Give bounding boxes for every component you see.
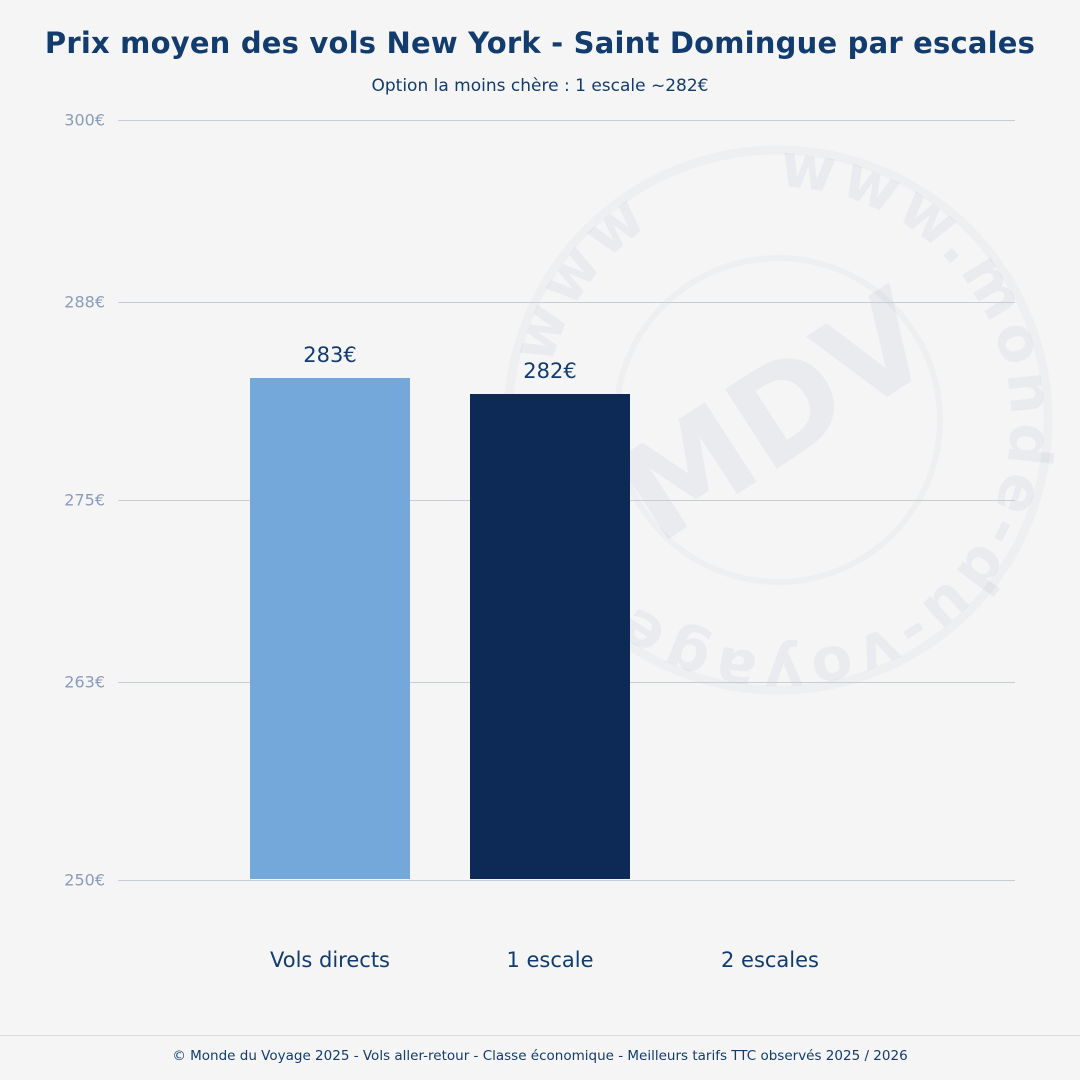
y-axis-tick-label: 250€ bbox=[64, 870, 105, 890]
bar-1-escale bbox=[470, 393, 630, 879]
gridline bbox=[118, 880, 1015, 881]
x-axis-category-label: Vols directs bbox=[269, 948, 390, 972]
bar-value-label: 283€ bbox=[303, 343, 357, 368]
footer-divider bbox=[0, 1035, 1080, 1036]
gridline bbox=[118, 120, 1015, 121]
chart-subtitle: Option la moins chère : 1 escale ~282€ bbox=[371, 76, 709, 96]
bar-value-label: 282€ bbox=[523, 358, 577, 383]
x-axis-category-label: 2 escales bbox=[720, 948, 819, 972]
chart-title: Prix moyen des vols New York - Saint Dom… bbox=[44, 26, 1036, 60]
x-axis-category-label: 1 escale bbox=[506, 948, 594, 972]
y-axis-tick-label: 288€ bbox=[64, 292, 105, 312]
bar-vols-directs bbox=[250, 378, 410, 879]
y-axis-tick-label: 300€ bbox=[64, 110, 105, 130]
gridline bbox=[118, 302, 1015, 304]
footer-credit: © Monde du Voyage 2025 - Vols aller-reto… bbox=[172, 1048, 908, 1064]
y-axis-tick-label: 263€ bbox=[64, 672, 105, 692]
y-axis-tick-label: 275€ bbox=[64, 490, 105, 510]
